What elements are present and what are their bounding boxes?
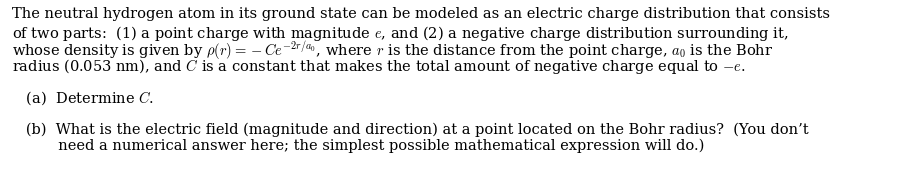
Text: The neutral hydrogen atom in its ground state can be modeled as an electric char: The neutral hydrogen atom in its ground … [12, 7, 830, 21]
Text: (b)  What is the electric field (magnitude and direction) at a point located on : (b) What is the electric field (magnitud… [12, 122, 809, 137]
Text: need a numerical answer here; the simplest possible mathematical expression will: need a numerical answer here; the simple… [12, 139, 704, 153]
Text: whose density is given by $\rho(r) = -Ce^{-2r/a_0}$, where $r$ is the distance f: whose density is given by $\rho(r) = -Ce… [12, 40, 774, 62]
Text: (a)  Determine $C$.: (a) Determine $C$. [12, 90, 155, 107]
Text: of two parts:  (1) a point charge with magnitude $e$, and (2) a negative charge : of two parts: (1) a point charge with ma… [12, 23, 788, 43]
Text: radius (0.053 nm), and $C$ is a constant that makes the total amount of negative: radius (0.053 nm), and $C$ is a constant… [12, 56, 745, 75]
